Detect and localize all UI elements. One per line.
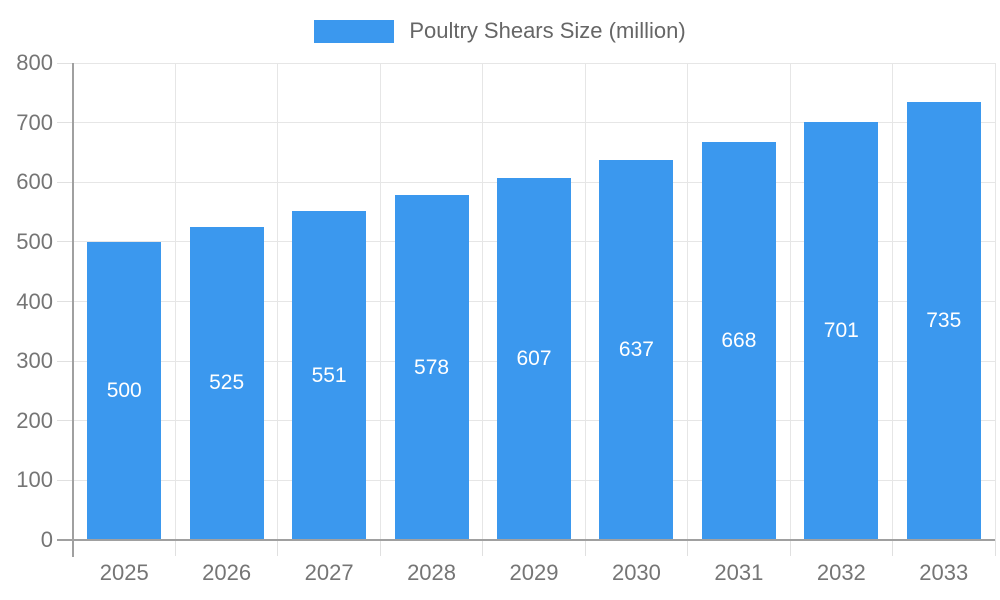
- x-axis-line: [57, 539, 995, 541]
- bar-2027[interactable]: [292, 211, 367, 540]
- bar-2029[interactable]: [497, 178, 571, 540]
- gridline-vertical: [174, 63, 176, 540]
- bar-value-label: 701: [823, 319, 859, 342]
- bar-2032[interactable]: [804, 122, 879, 540]
- bar-value-label: 637: [618, 338, 654, 362]
- x-axis-tick: [892, 540, 894, 556]
- y-axis-line: [72, 63, 74, 557]
- x-tick-label: 2032: [816, 560, 866, 585]
- y-axis-tick: [57, 420, 73, 422]
- bar-2031[interactable]: [701, 141, 776, 540]
- x-axis-tick: [277, 540, 279, 556]
- legend-item[interactable]: Poultry Shears Size (million): [0, 18, 1000, 44]
- x-axis-tick: [174, 540, 176, 556]
- bar-value-label: 525: [209, 371, 245, 395]
- y-axis-tick: [57, 479, 73, 481]
- bar-2033[interactable]: [906, 101, 981, 540]
- bar-value-label: 500: [106, 378, 142, 402]
- y-axis-tick: [57, 241, 73, 243]
- y-axis-tick: [57, 122, 73, 124]
- bar-value-label: 735: [926, 308, 962, 332]
- bar-value-label: 551: [311, 363, 347, 387]
- x-tick-label: 2026: [202, 560, 252, 585]
- gridline-vertical: [892, 63, 894, 540]
- x-tick-label: 2027: [304, 560, 354, 585]
- x-tick-label: 2030: [611, 560, 661, 585]
- gridline-vertical: [584, 63, 586, 540]
- bar-2030[interactable]: [599, 160, 674, 540]
- bar-2025[interactable]: [87, 241, 162, 540]
- x-axis-tick: [994, 540, 996, 556]
- y-tick-label: 200: [16, 407, 53, 433]
- y-tick-label: 800: [16, 50, 53, 75]
- y-tick-label: 400: [16, 288, 53, 314]
- x-tick-label: 2029: [509, 560, 559, 585]
- gridline-vertical: [789, 63, 791, 540]
- x-axis-tick: [687, 540, 689, 556]
- y-tick-label: 700: [16, 109, 53, 135]
- x-tick-label: 2028: [407, 560, 457, 585]
- y-tick-label: 600: [16, 169, 53, 195]
- x-tick-label: 2031: [714, 560, 764, 585]
- y-axis-tick: [57, 301, 73, 302]
- gridline-vertical: [277, 63, 279, 540]
- gridline-horizontal: [73, 62, 995, 64]
- y-tick-label: 300: [16, 348, 53, 374]
- legend-swatch: [314, 19, 395, 43]
- bar-2026[interactable]: [189, 226, 264, 540]
- x-axis-tick: [789, 540, 791, 556]
- y-tick-label: 100: [16, 467, 53, 493]
- y-axis-tick: [57, 360, 73, 362]
- gridline-vertical: [994, 63, 996, 540]
- gridline-vertical: [687, 63, 689, 540]
- x-axis-tick: [482, 540, 484, 556]
- x-axis-tick: [584, 540, 586, 556]
- bar-value-label: 607: [516, 347, 552, 371]
- x-axis-tick: [379, 540, 381, 556]
- y-axis-tick: [57, 181, 73, 183]
- y-tick-label: 0: [40, 527, 53, 552]
- x-tick-label: 2033: [919, 560, 969, 585]
- legend-label: Poultry Shears Size (million): [409, 18, 686, 43]
- gridline-vertical: [482, 63, 484, 540]
- y-axis-tick: [57, 62, 73, 64]
- gridline-horizontal: [73, 122, 995, 124]
- y-tick-label: 500: [16, 228, 53, 254]
- bar-2028[interactable]: [394, 195, 469, 540]
- bar-value-label: 668: [721, 328, 757, 352]
- gridline-vertical: [379, 63, 381, 540]
- bar-value-label: 578: [414, 355, 450, 379]
- x-tick-label: 2025: [99, 560, 149, 585]
